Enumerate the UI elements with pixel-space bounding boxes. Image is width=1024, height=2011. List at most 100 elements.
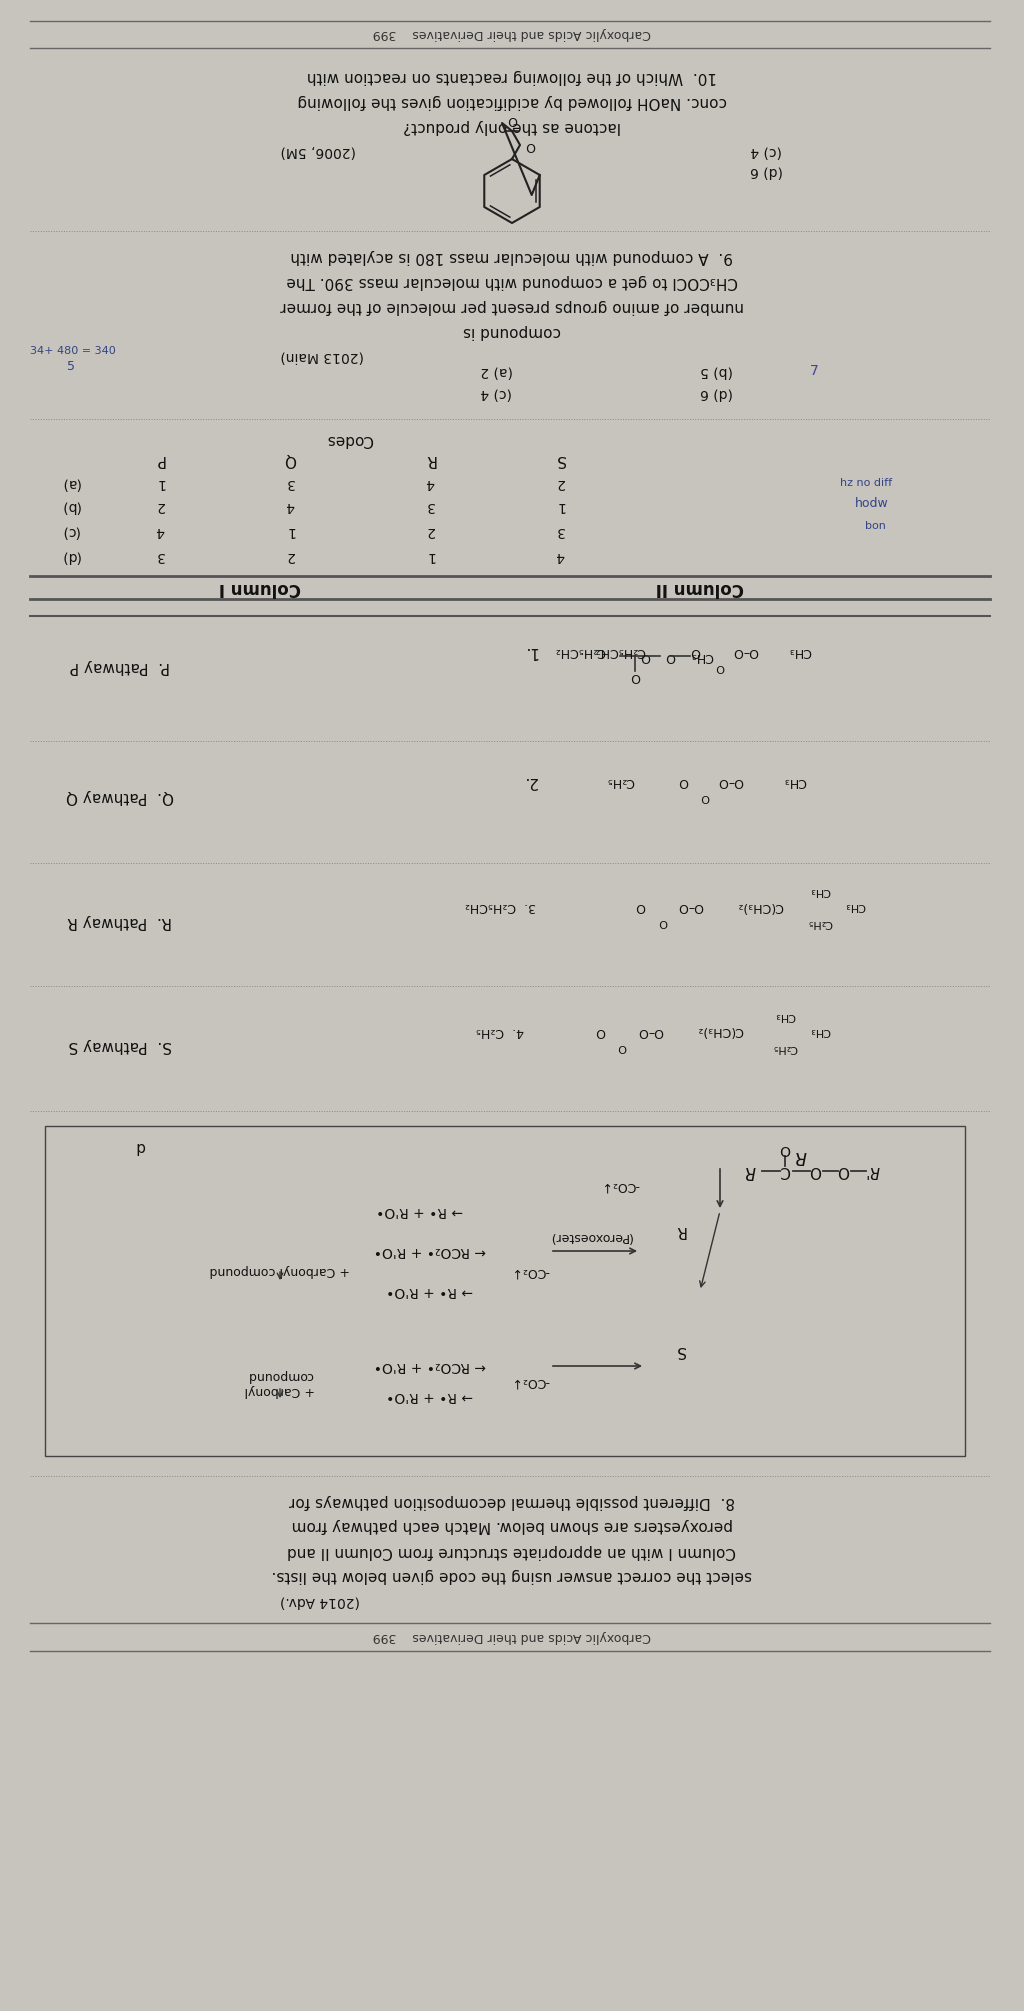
Text: 4: 4 — [426, 477, 434, 491]
Text: (c) 4: (c) 4 — [750, 145, 781, 159]
Text: R: R — [675, 1223, 685, 1239]
Text: S: S — [555, 452, 565, 467]
Text: O: O — [665, 650, 675, 662]
Text: CH₃: CH₃ — [810, 1026, 830, 1036]
Text: 1.: 1. — [522, 644, 538, 658]
Text: CH₃: CH₃ — [788, 644, 812, 658]
Text: 4: 4 — [556, 549, 564, 563]
Text: (c): (c) — [60, 525, 79, 539]
Text: (d) 6: (d) 6 — [700, 386, 733, 400]
Text: Carboxylic Acids and their Derivatives    399: Carboxylic Acids and their Derivatives 3… — [373, 26, 651, 40]
Text: 4: 4 — [286, 499, 294, 513]
Text: O: O — [595, 1024, 605, 1038]
Text: → R• + R'O•: → R• + R'O• — [377, 1205, 464, 1219]
Text: P.  Pathway P: P. Pathway P — [70, 658, 170, 674]
Text: 4: 4 — [156, 525, 165, 539]
Text: -CO₂↓: -CO₂↓ — [601, 1180, 639, 1193]
Text: 2: 2 — [156, 499, 165, 513]
Text: Q.  Pathway Q: Q. Pathway Q — [66, 788, 174, 804]
Text: 4.  C₂H₅: 4. C₂H₅ — [476, 1024, 524, 1038]
Text: O: O — [779, 1142, 791, 1156]
Text: 2: 2 — [286, 549, 294, 563]
Text: S: S — [675, 1343, 685, 1359]
Text: 1: 1 — [426, 549, 434, 563]
Text: ← RCO₂• + R'O•: ← RCO₂• + R'O• — [374, 1245, 486, 1259]
Text: bon: bon — [865, 521, 886, 531]
Text: O: O — [809, 1164, 821, 1178]
Text: peroxyesters are shown below. Match each pathway from: peroxyesters are shown below. Match each… — [291, 1518, 733, 1534]
Text: 2.: 2. — [522, 774, 538, 788]
Text: CH₃COCl to get a compound with molecular mass 390. The: CH₃COCl to get a compound with molecular… — [286, 273, 738, 288]
Text: (c) 4: (c) 4 — [480, 386, 512, 400]
Text: Carboxylic Acids and their Derivatives    399: Carboxylic Acids and their Derivatives 3… — [373, 1629, 651, 1643]
Text: C: C — [779, 1164, 791, 1178]
Text: Q: Q — [284, 452, 296, 467]
Text: CH₃: CH₃ — [690, 650, 714, 662]
Text: 3: 3 — [156, 549, 165, 563]
Text: C(CH₃)₂: C(CH₃)₂ — [696, 1024, 743, 1038]
Text: O: O — [630, 670, 640, 682]
Text: C₂H₅: C₂H₅ — [772, 1044, 798, 1054]
Text: → R• + R'O•: → R• + R'O• — [387, 1390, 473, 1404]
Text: CH₃: CH₃ — [774, 1012, 796, 1022]
Text: 7: 7 — [810, 364, 819, 378]
Text: conc. NaOH followed by acidification gives the following: conc. NaOH followed by acidification giv… — [297, 93, 727, 109]
Text: R.  Pathway R: R. Pathway R — [68, 913, 172, 929]
Text: CH₃: CH₃ — [810, 887, 830, 897]
Text: R: R — [425, 452, 435, 467]
Text: (d) 6: (d) 6 — [750, 165, 783, 179]
Text: Column I: Column I — [219, 579, 301, 597]
Text: 5: 5 — [55, 360, 75, 372]
Text: C(CH₃)₂: C(CH₃)₂ — [736, 899, 783, 913]
Text: O: O — [678, 774, 688, 788]
Text: + Carbonyl compound: + Carbonyl compound — [210, 1265, 350, 1277]
Text: Codes: Codes — [327, 432, 374, 446]
Text: compound is: compound is — [463, 324, 561, 338]
Text: CH₃: CH₃ — [845, 901, 865, 911]
Text: O: O — [635, 899, 645, 913]
Text: 10.  Which of the following reactants on reaction with: 10. Which of the following reactants on … — [307, 68, 717, 84]
Text: O: O — [700, 792, 710, 802]
Text: O: O — [837, 1164, 849, 1178]
Text: O: O — [658, 917, 668, 927]
Text: (a): (a) — [60, 477, 80, 491]
Text: 1: 1 — [556, 499, 564, 513]
Text: + Carbonyl
compound: + Carbonyl compound — [245, 1369, 315, 1398]
Bar — [45, 1126, 965, 1456]
Text: (2014 Adv.): (2014 Adv.) — [280, 1595, 360, 1609]
Text: R: R — [794, 1146, 806, 1164]
Text: O: O — [525, 139, 535, 151]
Text: number of amino groups present per molecule of the former: number of amino groups present per molec… — [281, 298, 743, 314]
Text: 3.  C₂H₅CH₂: 3. C₂H₅CH₂ — [465, 899, 536, 913]
Text: (d): (d) — [60, 549, 80, 563]
Text: S.  Pathway S: S. Pathway S — [69, 1038, 172, 1054]
Text: O–O: O–O — [717, 774, 743, 788]
Text: Column II: Column II — [656, 579, 744, 597]
Text: (Peroxoester): (Peroxoester) — [549, 1229, 632, 1243]
Text: O: O — [507, 113, 517, 125]
Text: d: d — [135, 1138, 144, 1154]
Text: CH₃: CH₃ — [783, 774, 807, 788]
Text: C₂H₅CH₂: C₂H₅CH₂ — [554, 644, 605, 658]
Text: hz no diff: hz no diff — [840, 479, 892, 489]
Text: O: O — [640, 650, 650, 662]
Text: O–O: O–O — [637, 1024, 663, 1038]
Text: select the correct answer using the code given below the lists.: select the correct answer using the code… — [271, 1569, 753, 1583]
Text: (b) 5: (b) 5 — [700, 364, 733, 378]
Text: 2: 2 — [426, 525, 434, 539]
Text: (a) 2: (a) 2 — [480, 364, 513, 378]
Text: hodw: hodw — [855, 497, 889, 509]
Text: R: R — [744, 1162, 756, 1180]
Text: C₂H₅: C₂H₅ — [606, 774, 634, 788]
Text: 1: 1 — [156, 477, 165, 491]
Text: O: O — [690, 644, 700, 658]
Text: O: O — [617, 1042, 627, 1052]
Text: → R• + R'O•: → R• + R'O• — [387, 1283, 473, 1297]
Text: (2006, 5M): (2006, 5M) — [280, 145, 355, 159]
Text: 3: 3 — [426, 499, 434, 513]
Text: 34+ 480 = 340: 34+ 480 = 340 — [30, 346, 116, 356]
Text: 1: 1 — [286, 525, 295, 539]
Text: Column I with an appropriate structure from Column II and: Column I with an appropriate structure f… — [288, 1544, 736, 1559]
Text: -CO₂↓: -CO₂↓ — [511, 1265, 549, 1277]
Text: lactone as the only product?: lactone as the only product? — [403, 119, 621, 133]
